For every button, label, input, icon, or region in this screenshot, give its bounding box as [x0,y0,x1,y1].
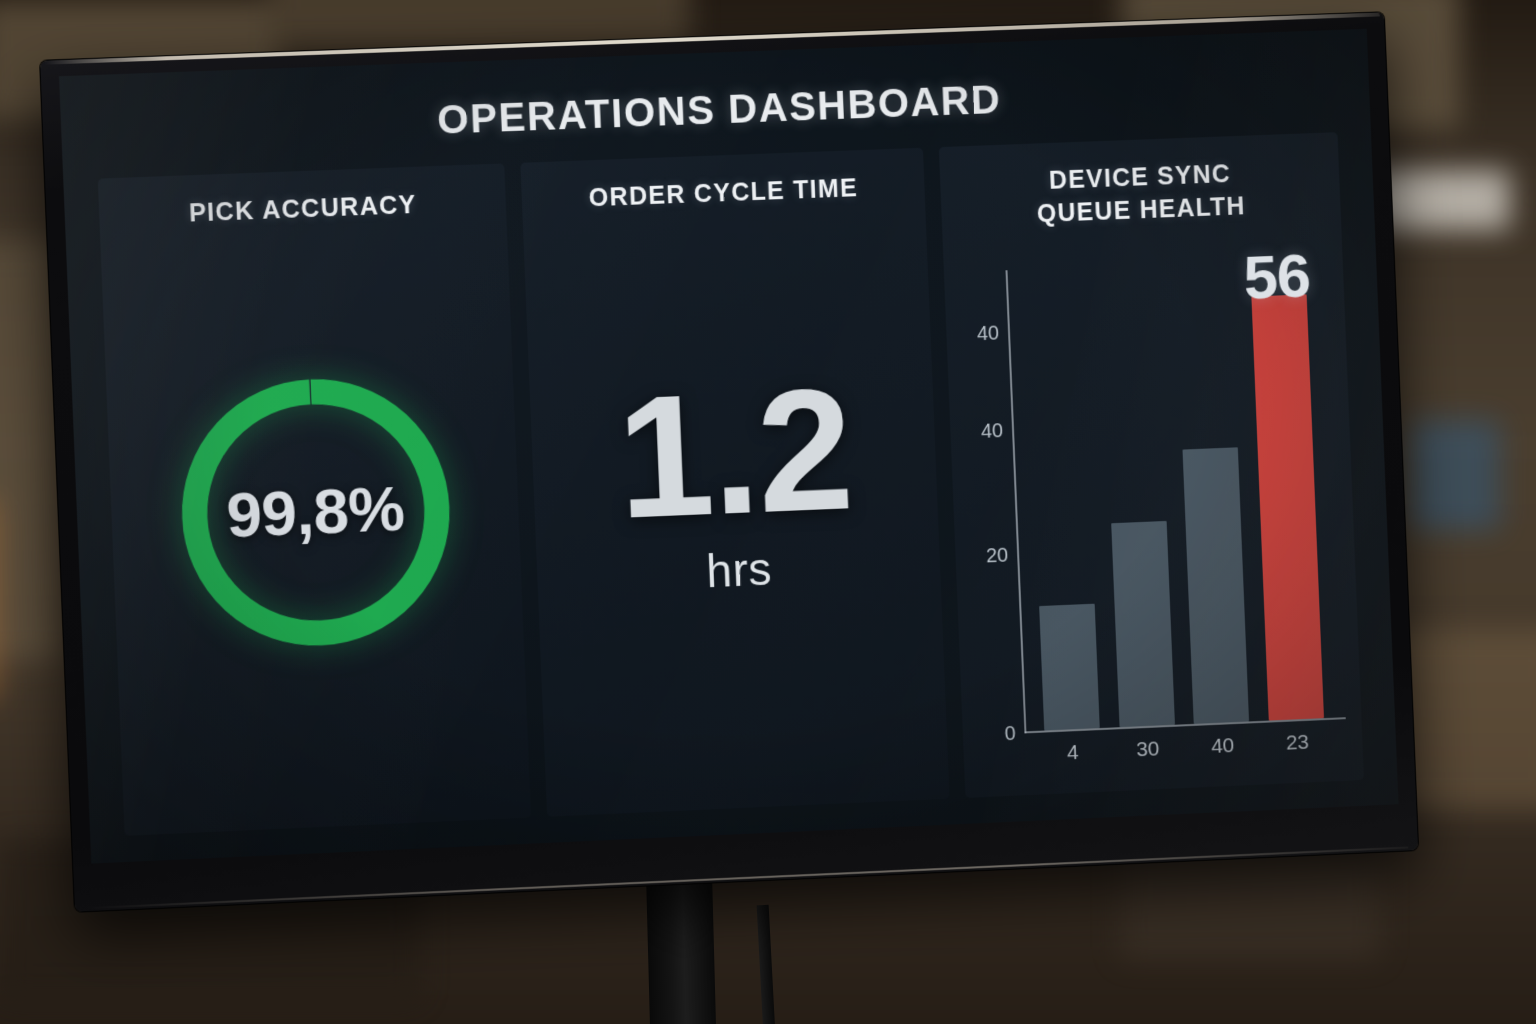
chart-y-tick: 40 [976,321,1000,345]
chart-x-tick: 23 [1285,730,1310,755]
order-cycle-time-unit: hrs [705,542,773,598]
panel-row: PICK ACCURACY 99,8% [97,132,1365,836]
chart-x-tick: 4 [1066,740,1080,765]
queue-health-chart[interactable]: 56 0 20 40 40 4 30 40 23 [959,232,1348,777]
queue-health-callout-value: 56 [1242,241,1312,313]
chart-bar[interactable] [1110,521,1175,728]
monitor-screen: OPERATIONS DASHBOARD PICK ACCURACY [58,28,1399,864]
panel-title-device-sync-queue-health: DEVICE SYNC QUEUE HEALTH [1036,160,1247,229]
monitor-stand-edge [756,904,776,1024]
chart-y-tick: 20 [985,544,1009,568]
operations-dashboard: OPERATIONS DASHBOARD PICK ACCURACY [59,29,1399,864]
order-cycle-time-stat: 1.2 hrs [539,203,933,796]
panel-pick-accuracy[interactable]: PICK ACCURACY 99,8% [97,163,532,836]
chart-x-tick: 40 [1210,734,1235,758]
chart-bar[interactable] [1039,604,1100,731]
panel-device-sync-queue-health[interactable]: DEVICE SYNC QUEUE HEALTH 56 0 20 40 40 4 30 4… [938,132,1365,798]
chart-y-tick: 40 [980,419,1004,443]
chart-bar[interactable] [1182,447,1250,724]
pick-accuracy-gauge: 99,8% [164,362,466,663]
pick-accuracy-value: 99,8% [225,473,406,552]
chart-bars: 4 30 40 23 [1015,258,1333,764]
chart-x-tick: 30 [1135,737,1160,762]
monitor: OPERATIONS DASHBOARD PICK ACCURACY [40,12,1419,912]
chart-bar[interactable] [1251,293,1325,721]
panel-order-cycle-time[interactable]: ORDER CYCLE TIME 1.2 hrs [520,147,950,817]
chart-y-tick: 0 [1004,722,1017,745]
gauge-container: 99,8% [116,219,514,815]
chart-plot-area: 0 20 40 40 4 30 40 23 [977,258,1346,764]
order-cycle-time-value: 1.2 [613,353,855,555]
